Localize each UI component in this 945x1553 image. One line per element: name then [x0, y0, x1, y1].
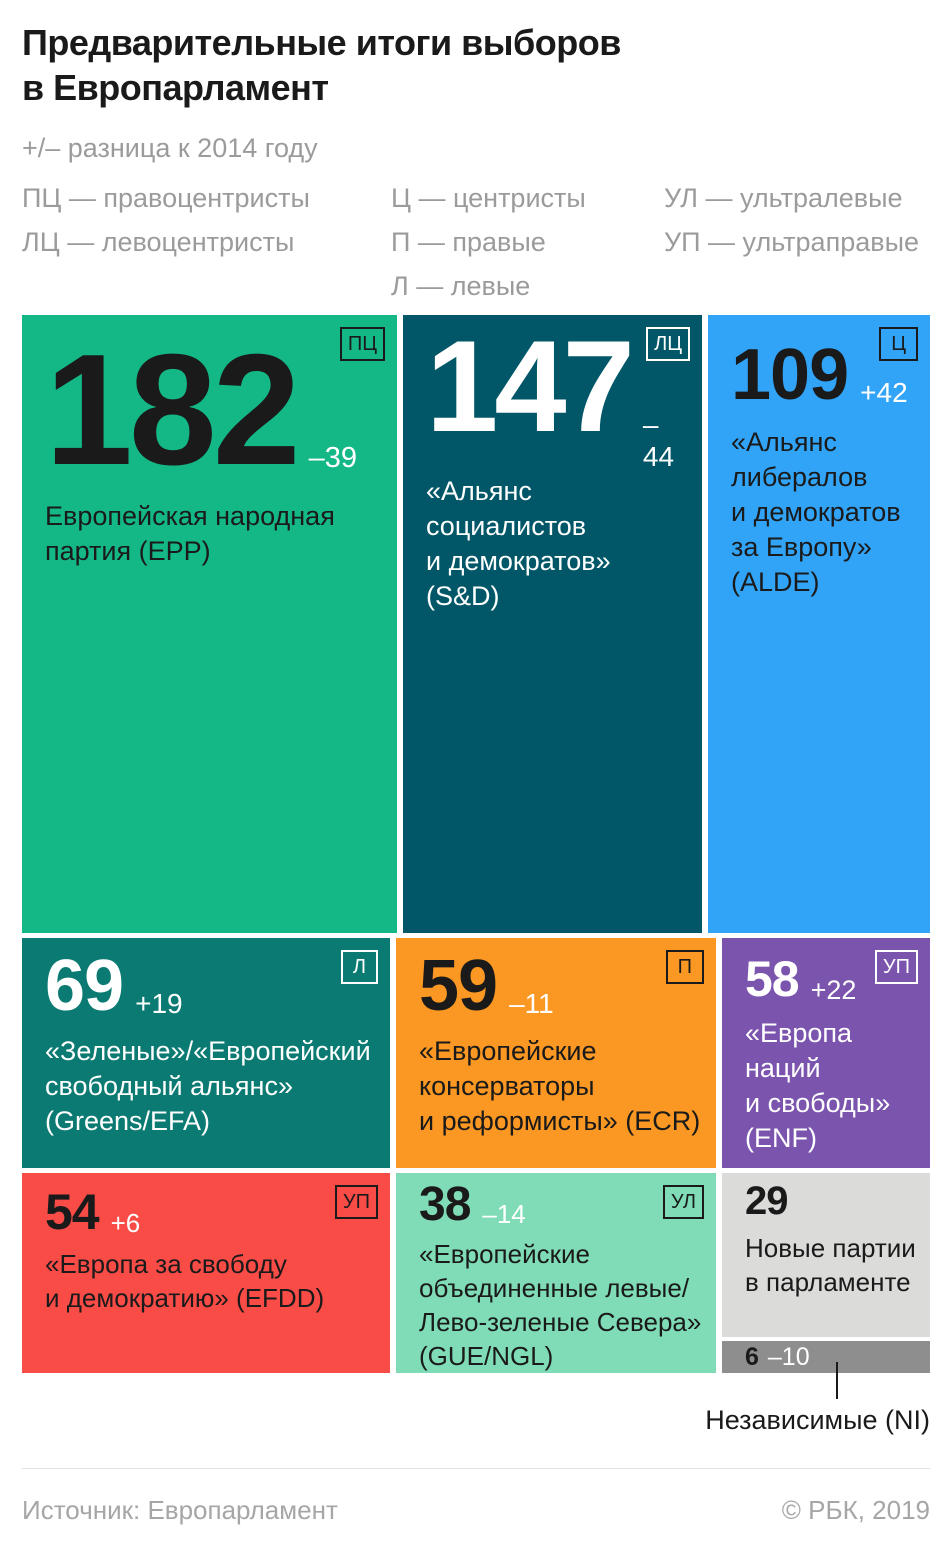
orientation-badge: УЛ	[662, 1185, 704, 1219]
copyright-note: © РБК, 2019	[781, 1495, 930, 1525]
legend-item: УП — ультраправые	[664, 227, 919, 257]
orientation-badge: Л	[340, 950, 378, 984]
party-name: «Европа наций и свободы» (ENF)	[745, 1018, 891, 1153]
seats-value: 6	[745, 1343, 759, 1371]
treemap-column-3-stack: 29 Новые партии в парламенте 6 –10	[722, 1173, 930, 1373]
seats-delta: +19	[135, 988, 183, 1019]
orientation-badge: УП	[874, 950, 918, 984]
orientation-badge: П	[665, 950, 704, 984]
party-block-greens-efa: Л 69 +19 «Зеленые»/«Европейский свободны…	[22, 938, 390, 1168]
legend-column-2: Ц — центристы П — правые Л — левые	[391, 176, 586, 308]
seats-value: 54	[45, 1184, 100, 1240]
legend-item: Ц — центристы	[391, 183, 586, 213]
party-block-enf: УП 58 +22 «Европа наций и свободы» (ENF)	[722, 938, 930, 1168]
seats-delta: +22	[810, 975, 857, 1005]
party-block-alde: Ц 109 +42 «Альянс либералов и демократов…	[708, 315, 930, 933]
title-line-1: Предварительные итоги выборов	[22, 22, 621, 63]
seats-value: 29	[745, 1179, 788, 1223]
legend-item: Л — левые	[391, 271, 531, 301]
seats-value: 147	[426, 313, 635, 459]
seats-value: 38	[419, 1178, 471, 1231]
orientation-badge: ПЦ	[339, 327, 385, 361]
party-name: Новые партии в парламенте	[745, 1233, 916, 1297]
legend-column-3: УЛ — ультралевые УП — ультраправые	[664, 176, 919, 264]
legend-column-1: ПЦ — правоцентристы ЛЦ — левоцентристы	[22, 176, 310, 264]
page-title: Предварительные итоги выборов в Европарл…	[22, 20, 621, 110]
party-name: «Европейские объединенные левые/ Лево-зе…	[419, 1239, 702, 1371]
legend-item: ЛЦ — левоцентристы	[22, 227, 295, 257]
party-name: «Альянс социалистов и демократов» (S&D)	[426, 476, 611, 611]
legend-item: ПЦ — правоцентристы	[22, 183, 310, 213]
subtitle-note: +/– разница к 2014 году	[22, 133, 318, 163]
party-name: Европейская народная партия (EPP)	[45, 501, 335, 566]
seats-delta: –11	[509, 988, 554, 1019]
treemap-row-2: Л 69 +19 «Зеленые»/«Европейский свободны…	[22, 938, 930, 1168]
seats-value: 182	[45, 322, 301, 498]
seats-delta: –39	[308, 442, 358, 474]
party-block-sd: ЛЦ 147 –44 «Альянс социалистов и демокра…	[403, 315, 702, 933]
footer-divider	[22, 1468, 930, 1469]
seats-delta: +6	[110, 1208, 141, 1238]
orientation-badge: УП	[334, 1185, 378, 1219]
legend-item: УЛ — ультралевые	[664, 183, 903, 213]
seats-delta: –14	[482, 1199, 526, 1229]
seats-delta: +42	[860, 377, 908, 408]
seats-delta: –10	[767, 1343, 810, 1371]
party-name: «Европа за свободу и демократию» (EFDD)	[45, 1249, 325, 1313]
party-block-new-parties: 29 Новые партии в парламенте	[722, 1173, 930, 1337]
seats-value: 59	[419, 946, 498, 1026]
party-block-independents: 6 –10	[722, 1341, 930, 1373]
party-name: «Зеленые»/«Европейский свободный альянс»…	[45, 1036, 371, 1136]
party-name: «Альянс либералов и демократов за Европу…	[731, 427, 901, 597]
party-block-efdd: УП 54 +6 «Европа за свободу и демократию…	[22, 1173, 390, 1373]
source-note: Источник: Европарламент	[22, 1495, 338, 1525]
party-block-ecr: П 59 –11 «Европейские консерваторы и реф…	[396, 938, 716, 1168]
party-block-epp: ПЦ 182 –39 Европейская народная партия (…	[22, 315, 397, 933]
treemap-row-3: УП 54 +6 «Европа за свободу и демократию…	[22, 1173, 930, 1373]
independents-callout-line	[836, 1362, 838, 1399]
treemap: ПЦ 182 –39 Европейская народная партия (…	[22, 315, 930, 1373]
orientation-badge: ЛЦ	[646, 327, 690, 361]
title-line-2: в Европарламент	[22, 67, 329, 108]
party-name: «Европейские консерваторы и реформисты» …	[419, 1036, 701, 1136]
legend-item: П — правые	[391, 227, 546, 257]
seats-value: 109	[731, 335, 849, 415]
treemap-row-1: ПЦ 182 –39 Европейская народная партия (…	[22, 315, 930, 933]
orientation-badge: Ц	[879, 327, 918, 361]
party-block-gue-ngl: УЛ 38 –14 «Европейские объединенные левы…	[396, 1173, 716, 1373]
seats-value: 58	[745, 951, 800, 1007]
independents-label: Независимые (NI)	[705, 1405, 930, 1435]
seats-delta: –44	[642, 409, 675, 472]
seats-value: 69	[45, 946, 124, 1026]
